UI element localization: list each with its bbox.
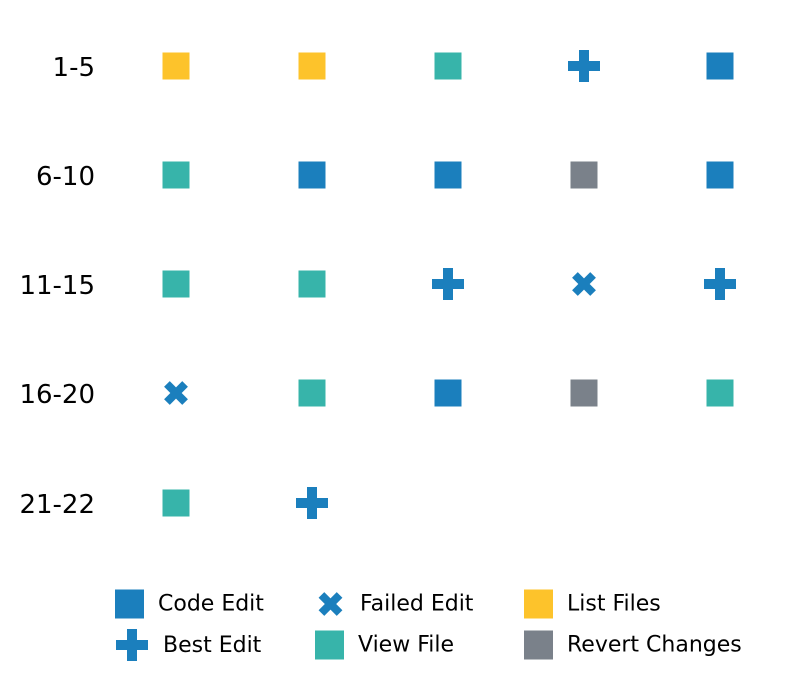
legend-square-icon <box>115 589 144 619</box>
marker-list-files <box>298 52 326 84</box>
marker-failed-edit <box>161 378 192 413</box>
legend-x-icon <box>318 592 343 616</box>
legend-label: Failed Edit <box>360 591 474 617</box>
x-marker-icon <box>164 381 188 405</box>
marker-code-edit <box>298 161 326 193</box>
row-label-11-15: 11-15 <box>19 271 95 301</box>
marker-best-edit <box>431 267 465 305</box>
legend-square-icon <box>524 589 553 619</box>
row-label-1-5: 1-5 <box>52 53 95 83</box>
marker-view-file <box>162 489 190 521</box>
square-marker-icon <box>434 379 462 407</box>
square-marker-icon <box>706 161 734 189</box>
legend-entry-best-edit: Best Edit <box>115 628 261 662</box>
square-marker-icon <box>706 52 734 80</box>
square-marker-icon <box>298 161 326 189</box>
marker-view-file <box>162 270 190 302</box>
marker-code-edit <box>706 161 734 193</box>
legend-square-icon <box>315 630 344 660</box>
square-marker-icon <box>162 270 190 298</box>
marker-best-edit <box>703 267 737 305</box>
legend-entry-view-file: View File <box>315 630 455 660</box>
marker-best-edit <box>567 49 601 87</box>
marker-revert-changes <box>570 161 598 193</box>
marker-view-file <box>434 52 462 84</box>
plus-marker-icon <box>432 268 464 300</box>
square-marker-icon <box>570 379 598 407</box>
legend-label: List Files <box>567 591 661 617</box>
row-label-21-22: 21-22 <box>19 490 95 520</box>
marker-code-edit <box>706 52 734 84</box>
square-marker-icon <box>162 161 190 189</box>
marker-view-file <box>706 379 734 411</box>
square-marker-icon <box>298 52 326 80</box>
marker-list-files <box>162 52 190 84</box>
legend-entry-list-files: List Files <box>524 589 661 619</box>
plus-marker-icon <box>568 50 600 82</box>
marker-view-file <box>298 270 326 302</box>
square-marker-icon <box>162 489 190 517</box>
row-label-6-10: 6-10 <box>35 162 95 192</box>
row-label-16-20: 16-20 <box>19 380 95 410</box>
legend-entry-revert-changes: Revert Changes <box>524 630 742 660</box>
square-marker-icon <box>570 161 598 189</box>
marker-failed-edit <box>569 269 600 304</box>
square-marker-icon <box>434 161 462 189</box>
legend-plus-icon <box>116 629 148 661</box>
marker-code-edit <box>434 161 462 193</box>
marker-code-edit <box>434 379 462 411</box>
marker-revert-changes <box>570 379 598 411</box>
legend-label: View File <box>358 632 455 658</box>
square-marker-icon <box>162 52 190 80</box>
marker-best-edit <box>295 486 329 524</box>
square-marker-icon <box>298 379 326 407</box>
plus-marker-icon <box>704 268 736 300</box>
square-marker-icon <box>434 52 462 80</box>
legend-square-icon <box>524 630 553 660</box>
legend-entry-code-edit: Code Edit <box>115 589 264 619</box>
legend-label: Revert Changes <box>567 632 742 658</box>
marker-view-file <box>298 379 326 411</box>
legend-entry-failed-edit: Failed Edit <box>315 589 473 620</box>
legend-label: Code Edit <box>158 591 264 617</box>
plus-marker-icon <box>296 487 328 519</box>
marker-view-file <box>162 161 190 193</box>
legend-label: Best Edit <box>163 632 262 658</box>
square-marker-icon <box>298 270 326 298</box>
square-marker-icon <box>706 379 734 407</box>
x-marker-icon <box>572 272 596 296</box>
